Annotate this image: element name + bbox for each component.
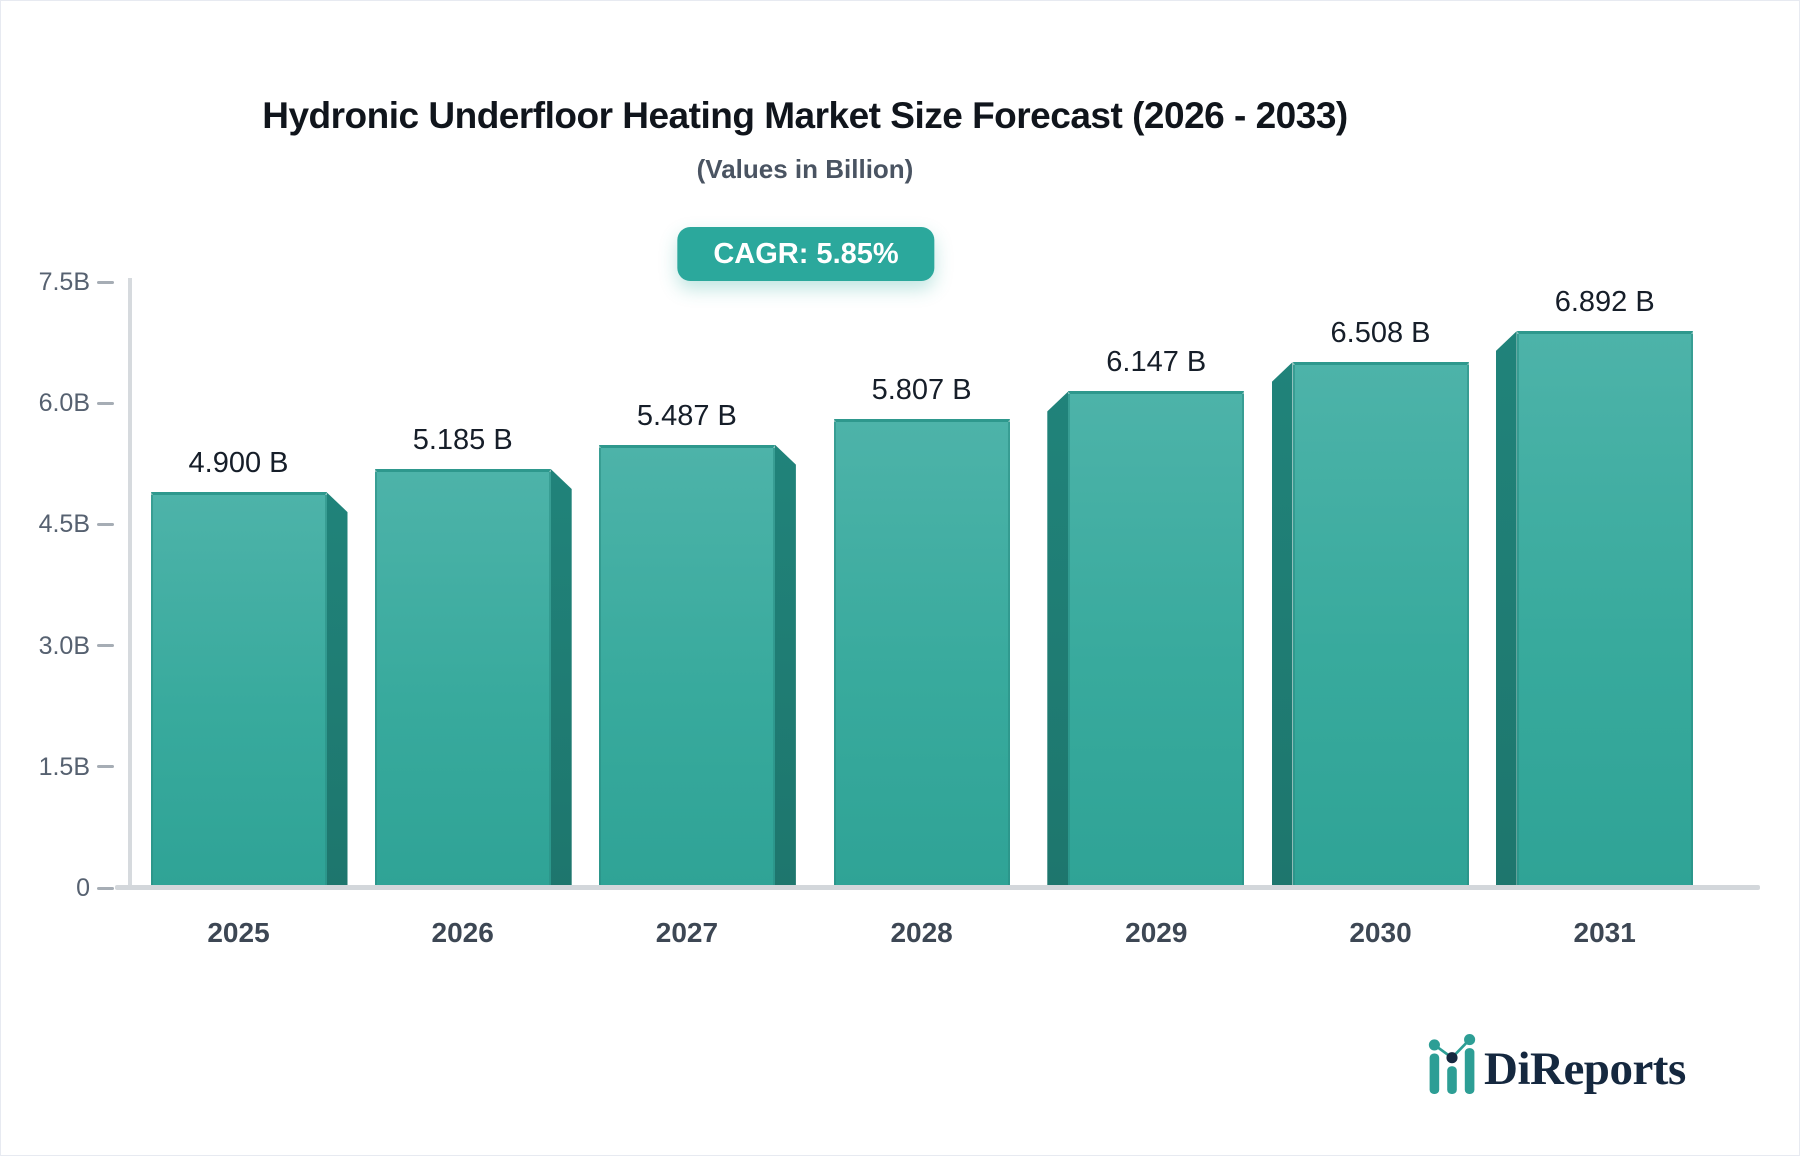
chart-title: Hydronic Underfloor Heating Market Size … — [262, 95, 1348, 136]
y-tick-label: 7.5B — [38, 268, 90, 296]
bar-side-panel — [1271, 362, 1293, 889]
y-tick-mark — [97, 886, 114, 890]
bar-side-panel — [1495, 331, 1517, 889]
bar-2027 — [598, 444, 775, 889]
bar-value-label: 6.508 B — [1330, 317, 1431, 350]
x-axis-line — [115, 885, 1760, 890]
bar-side-panel — [326, 492, 348, 889]
y-tick-label: 1.5B — [38, 752, 90, 781]
x-axis-label: 2028 — [890, 917, 953, 948]
bar-side-panel — [1047, 391, 1069, 889]
bar-2025 — [150, 492, 327, 889]
x-axis-label: 2029 — [1125, 917, 1188, 948]
y-tick-mark — [97, 280, 114, 284]
bar-side-panel — [550, 469, 572, 889]
bar-value-label: 5.185 B — [412, 424, 513, 457]
y-tick-mark — [97, 401, 114, 405]
x-axis-label: 2025 — [207, 917, 270, 948]
bar-value-label: 6.147 B — [1106, 346, 1207, 379]
chart-subtitle: (Values in Billion) — [696, 154, 914, 184]
y-tick-mark — [97, 644, 114, 648]
y-tick-label: 3.0B — [38, 631, 90, 660]
y-tick-mark — [97, 765, 114, 769]
bar-2028 — [833, 418, 1010, 889]
mini-bar-chart-icon — [1428, 1034, 1476, 1094]
bar-2031 — [1516, 331, 1693, 889]
y-axis-line — [128, 278, 132, 888]
bar-side-panel — [774, 444, 796, 889]
x-axis-label: 2031 — [1573, 917, 1636, 948]
bar-value-label: 5.807 B — [871, 373, 972, 406]
x-axis-label: 2027 — [655, 917, 719, 948]
chart-header: Hydronic Underfloor Heating Market Size … — [0, 0, 1610, 184]
y-tick-label: 6.0B — [38, 389, 90, 418]
y-tick-label: 0 — [76, 874, 90, 902]
bar-value-label: 6.892 B — [1554, 286, 1655, 319]
bar-2026 — [374, 469, 551, 889]
y-tick-label: 4.5B — [38, 510, 90, 539]
cagr-badge: CAGR: 5.85% — [677, 227, 935, 281]
bar-2029 — [1068, 391, 1245, 889]
bar-value-label: 4.900 B — [188, 447, 289, 480]
direports-logo: DiReports — [1428, 1030, 1686, 1099]
x-axis-label: 2026 — [431, 917, 494, 948]
bar-2030 — [1292, 362, 1469, 889]
x-axis-label: 2030 — [1349, 917, 1412, 948]
logo-text: DiReports — [1484, 1043, 1686, 1095]
y-tick-mark — [97, 522, 114, 526]
bar-value-label: 5.487 B — [636, 399, 737, 432]
